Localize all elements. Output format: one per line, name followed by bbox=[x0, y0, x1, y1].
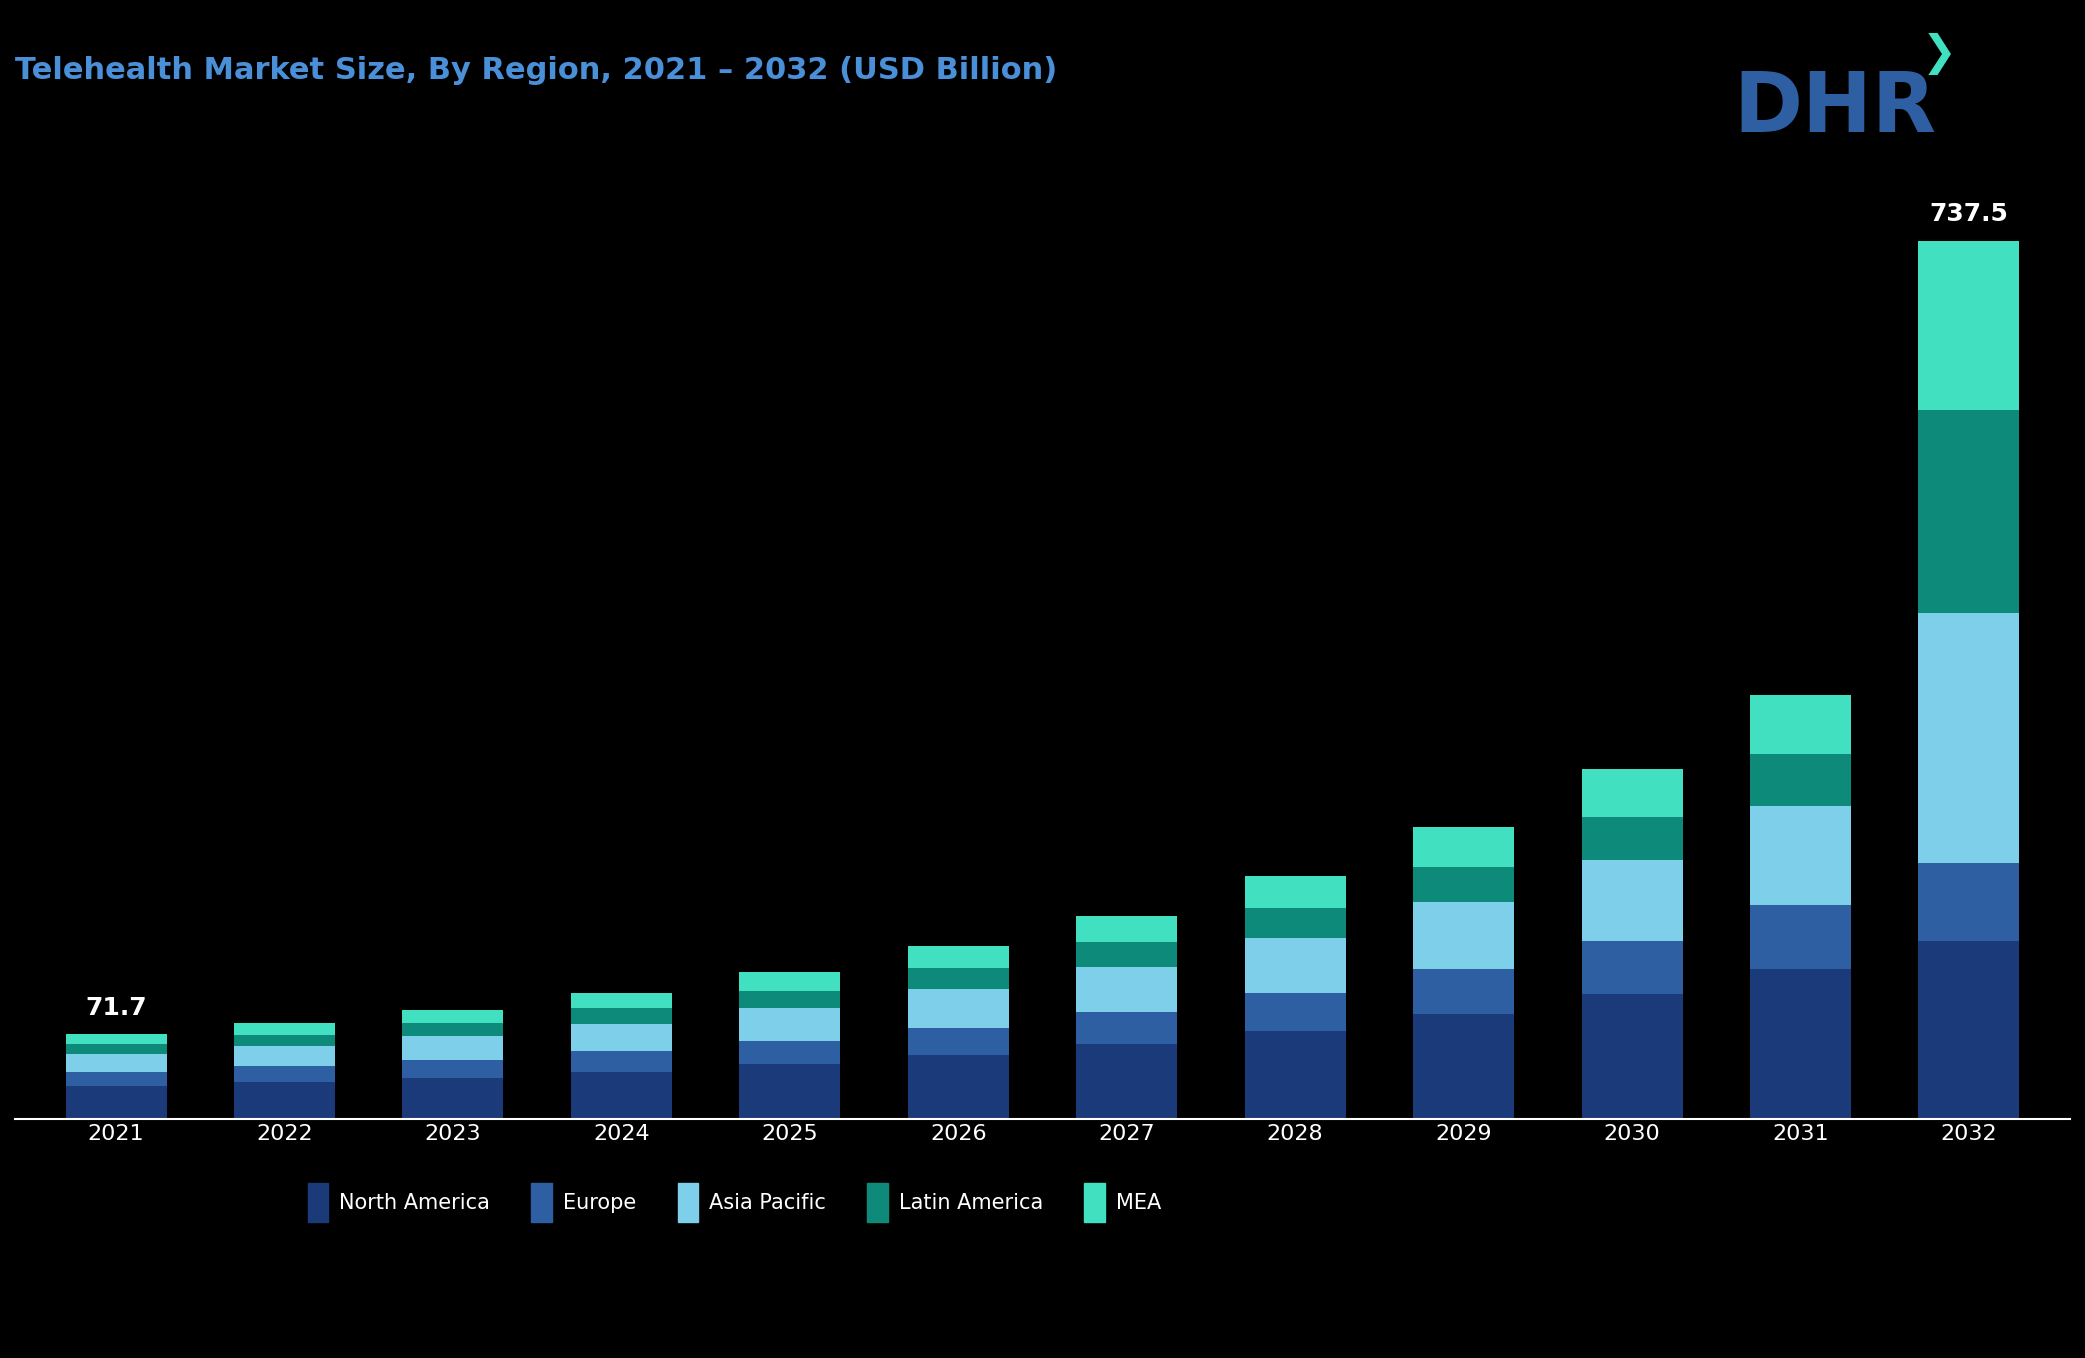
Text: Telehealth Market Size, By Region, 2021 – 2032 (USD Billion): Telehealth Market Size, By Region, 2021 … bbox=[15, 56, 1057, 84]
Bar bbox=[1918, 941, 2020, 1119]
Bar bbox=[1749, 805, 1851, 904]
Bar bbox=[1583, 860, 1683, 941]
Bar bbox=[907, 947, 1009, 968]
Bar bbox=[1245, 1031, 1345, 1119]
Bar bbox=[234, 1082, 336, 1119]
Bar bbox=[907, 1028, 1009, 1055]
Bar bbox=[1414, 970, 1514, 1014]
Text: DHR: DHR bbox=[1733, 68, 1937, 149]
Bar bbox=[1918, 240, 2020, 410]
Bar bbox=[1918, 410, 2020, 612]
Bar bbox=[1245, 938, 1345, 993]
Bar bbox=[571, 1024, 671, 1051]
Bar bbox=[402, 1059, 502, 1078]
Bar bbox=[1245, 909, 1345, 938]
Bar bbox=[1583, 769, 1683, 816]
Bar bbox=[571, 993, 671, 1009]
Bar bbox=[740, 990, 840, 1009]
Bar bbox=[65, 1033, 167, 1044]
Bar bbox=[1583, 941, 1683, 994]
Bar bbox=[1414, 1014, 1514, 1119]
Bar bbox=[740, 1009, 840, 1040]
Bar bbox=[740, 972, 840, 990]
Bar bbox=[1749, 695, 1851, 754]
Bar bbox=[1583, 816, 1683, 860]
Bar bbox=[1414, 866, 1514, 903]
Bar bbox=[65, 1071, 167, 1086]
Bar bbox=[1583, 994, 1683, 1119]
Bar bbox=[65, 1086, 167, 1119]
Bar bbox=[1414, 903, 1514, 970]
Bar bbox=[571, 1051, 671, 1071]
Text: ❯: ❯ bbox=[1922, 34, 1956, 75]
Bar bbox=[402, 1023, 502, 1036]
Bar bbox=[740, 1040, 840, 1065]
Legend: North America, Europe, Asia Pacific, Latin America, MEA: North America, Europe, Asia Pacific, Lat… bbox=[300, 1175, 1170, 1230]
Bar bbox=[1749, 904, 1851, 970]
Bar bbox=[1918, 864, 2020, 941]
Bar bbox=[1076, 941, 1178, 967]
Text: 737.5: 737.5 bbox=[1929, 202, 2008, 227]
Text: 71.7: 71.7 bbox=[85, 995, 146, 1020]
Bar bbox=[234, 1046, 336, 1066]
Bar bbox=[402, 1078, 502, 1119]
Bar bbox=[65, 1044, 167, 1054]
Bar bbox=[234, 1035, 336, 1046]
Bar bbox=[571, 1009, 671, 1024]
Bar bbox=[1245, 876, 1345, 909]
Bar bbox=[1076, 915, 1178, 941]
Bar bbox=[1245, 993, 1345, 1031]
Bar bbox=[1076, 1012, 1178, 1044]
Bar bbox=[907, 968, 1009, 990]
Bar bbox=[234, 1024, 336, 1035]
Bar bbox=[740, 1065, 840, 1119]
Bar bbox=[1749, 970, 1851, 1119]
Bar bbox=[907, 1055, 1009, 1119]
Bar bbox=[1414, 827, 1514, 866]
Bar bbox=[907, 990, 1009, 1028]
Bar bbox=[1076, 967, 1178, 1012]
Bar bbox=[65, 1054, 167, 1071]
Bar bbox=[571, 1071, 671, 1119]
Bar bbox=[234, 1066, 336, 1082]
Bar bbox=[1749, 754, 1851, 805]
Bar bbox=[402, 1036, 502, 1059]
Bar bbox=[402, 1010, 502, 1023]
Bar bbox=[1076, 1044, 1178, 1119]
Bar bbox=[1918, 612, 2020, 864]
